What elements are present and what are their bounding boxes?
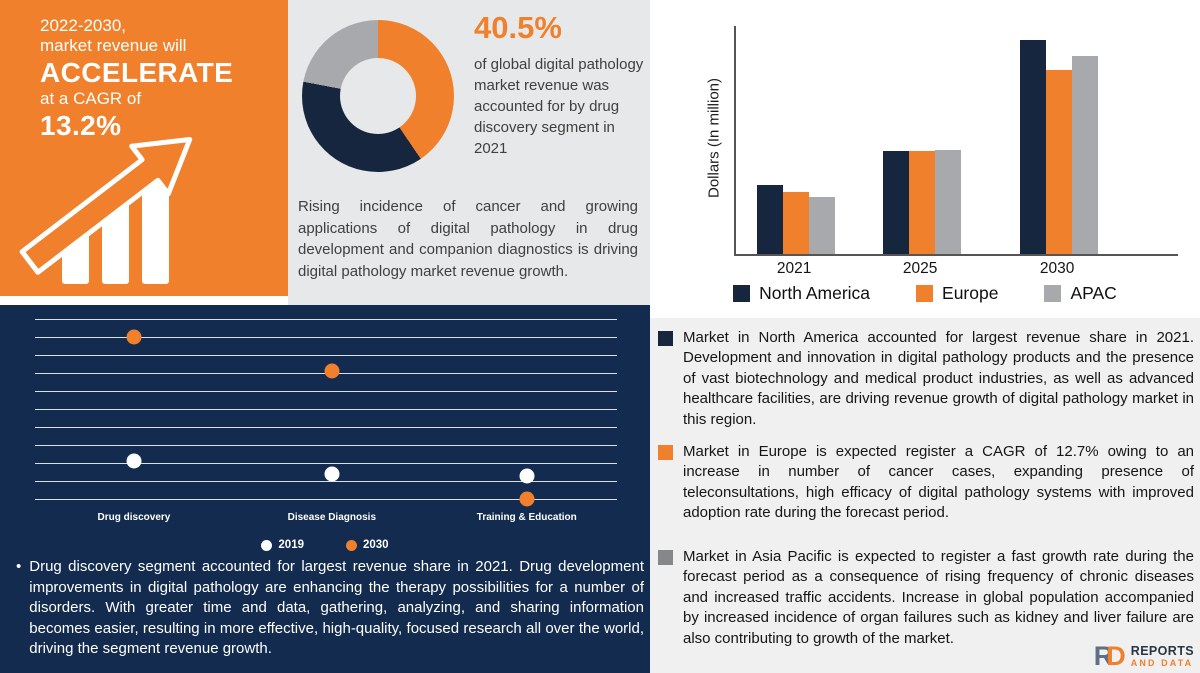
donut-chart — [302, 20, 454, 172]
north-america-bullet-text: Market in North America accounted for la… — [683, 329, 1194, 428]
europe-bullet: Market in Europe is expected register a … — [658, 442, 1194, 524]
dot-plot — [35, 319, 617, 507]
growth-arrow-icon — [19, 137, 193, 284]
drug-discovery-bullet-text: Drug discovery segment accounted for lar… — [29, 558, 644, 657]
dot-category-label-drug-discovery: Drug discovery — [97, 512, 171, 523]
region-bullet-marker — [658, 445, 673, 460]
region-bullet-marker — [658, 331, 673, 346]
reports-and-data-logo: RD REPORTS AND DATA — [1094, 643, 1194, 670]
asia-pacific-bullet-text: Market in Asia Pacific is expected to re… — [683, 548, 1194, 647]
dot-categories: Drug discovery Disease Diagnosis Training … — [35, 512, 617, 526]
bar-group-2025 — [883, 150, 962, 254]
north-america-bullet: Market in North America accounted for la… — [658, 328, 1194, 430]
legend-label-north-america: North America — [759, 283, 871, 303]
donut-section: 40.5% of global digital pathology market… — [288, 0, 650, 305]
dot-category-label-training-education: Training & Education — [476, 512, 577, 523]
dot-plot-gridline — [35, 499, 617, 500]
dot-2019-training-education — [519, 468, 535, 484]
bar-legend-item-europe: Europe — [916, 283, 998, 304]
dot-plot-gridline — [35, 427, 617, 428]
bar-2025-europe — [909, 151, 936, 254]
cagr-text-block: 2022-2030, market revenue will ACCELERAT… — [40, 16, 233, 142]
bar-group-2021 — [757, 185, 836, 254]
region-bullet-marker — [658, 550, 673, 565]
dot-2030-training-education — [519, 491, 535, 507]
bar-category-label-2025: 2025 — [902, 260, 938, 277]
bullet-dot-icon: • — [16, 558, 22, 575]
bar-2021-apac — [809, 197, 836, 254]
dot-2030-disease-diagnosis — [324, 363, 340, 379]
legend-label-apac: APAC — [1070, 283, 1117, 303]
cagr-panel: 2022-2030, market revenue will ACCELERAT… — [0, 0, 288, 296]
dot-2019-drug-discovery — [126, 453, 142, 469]
dot-plot-gridline — [35, 355, 617, 356]
stat-value: 40.5% — [474, 10, 562, 45]
dot-legend-swatch-2019 — [261, 539, 273, 551]
logo-text-and-data: AND DATA — [1130, 657, 1194, 668]
bar-2030-north-america — [1020, 40, 1047, 254]
dot-2019-disease-diagnosis — [324, 466, 340, 482]
bar-2021-europe — [783, 192, 810, 254]
legend-swatch-europe — [916, 285, 934, 302]
cagr-lead-in: at a CAGR of — [40, 89, 142, 108]
bar-categories: 2021 2025 2030 — [734, 260, 1176, 280]
dot-2030-drug-discovery — [126, 329, 142, 345]
dot-plot-gridline — [35, 319, 617, 320]
bar-category-label-2021: 2021 — [776, 260, 812, 277]
regional-bullets-section: Market in North America accounted for la… — [650, 318, 1200, 673]
legend-swatch-apac — [1044, 285, 1062, 302]
bar-plot — [734, 26, 1178, 256]
bar-legend-item-apac: APAC — [1044, 283, 1117, 304]
market-driver-paragraph: Rising incidence of cancer and growing a… — [298, 198, 638, 280]
stat-caption: of global digital pathology market reven… — [474, 56, 644, 157]
bar-2025-apac — [935, 150, 962, 254]
dot-legend-label-2019: 2019 — [278, 539, 304, 551]
dot-legend-swatch-2030 — [346, 539, 357, 551]
bar-2025-north-america — [883, 151, 910, 254]
dot-plot-gridline — [35, 463, 617, 464]
bar-legend-item-north-america: North America — [733, 283, 870, 304]
dot-plot-gridline — [35, 445, 617, 446]
bar-category-label-2030: 2030 — [1039, 260, 1075, 277]
dot-plot-gridline — [35, 391, 617, 392]
logo-d-glyph: D — [1106, 641, 1126, 671]
dot-plot-gridline — [35, 409, 617, 410]
cagr-period: 2022-2030, — [40, 16, 127, 35]
bar-chart-ylabel: Dollars (In million) — [705, 77, 723, 199]
europe-bullet-text: Market in Europe is expected register a … — [683, 443, 1194, 522]
bar-legend: North America Europe APAC — [650, 283, 1200, 304]
dot-legend-item-2019: 2019 — [261, 539, 304, 551]
legend-swatch-north-america — [733, 285, 751, 302]
dot-plot-gridline — [35, 481, 617, 482]
logo-text: REPORTS AND DATA — [1130, 643, 1194, 669]
bar-group-2030 — [1020, 40, 1099, 254]
logo-r-glyph: R — [1093, 641, 1114, 671]
bar-2021-north-america — [757, 185, 784, 254]
bar-2030-apac — [1072, 56, 1099, 254]
regional-bar-section: Dollars (In million) 2021 2025 2030 North … — [650, 0, 1200, 318]
dot-legend: 2019 2030 — [0, 539, 650, 551]
cagr-subtitle: market revenue will — [40, 36, 187, 55]
drug-discovery-bullet: • Drug discovery segment accounted for l… — [16, 557, 644, 660]
accelerate-headline: ACCELERATE — [40, 57, 234, 88]
segment-dot-section: Drug discovery Disease Diagnosis Training … — [0, 305, 650, 673]
cagr-value: 13.2% — [40, 110, 122, 141]
logo-text-reports: REPORTS — [1130, 643, 1194, 658]
dot-plot-gridline — [35, 337, 617, 338]
legend-label-europe: Europe — [942, 283, 999, 303]
rd-logo-icon: RD — [1094, 643, 1126, 670]
bar-2030-europe — [1046, 70, 1073, 254]
dot-category-label-disease-diagnosis: Disease Diagnosis — [287, 512, 376, 523]
dot-legend-label-2030: 2030 — [363, 539, 389, 551]
dot-legend-item-2030: 2030 — [346, 539, 389, 551]
asia-pacific-bullet: Market in Asia Pacific is expected to re… — [658, 547, 1194, 649]
